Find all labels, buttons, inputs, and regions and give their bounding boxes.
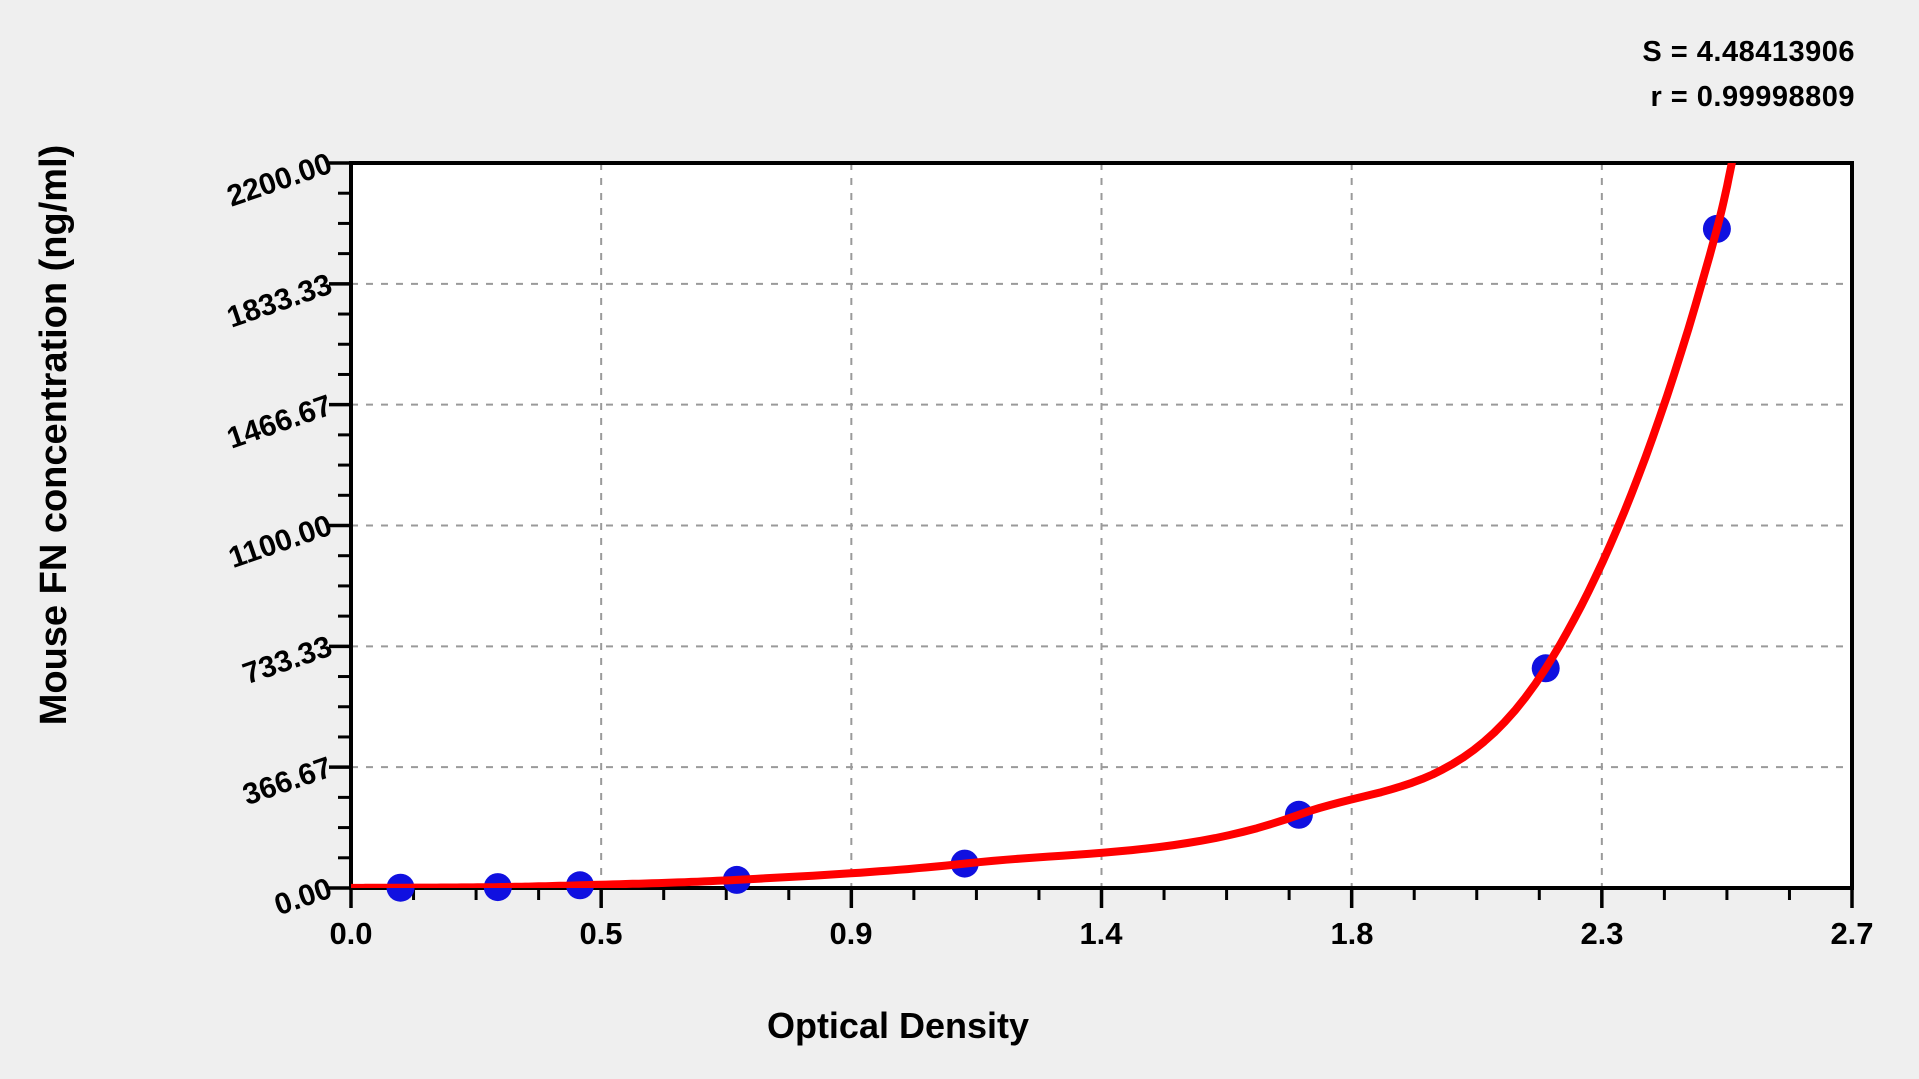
regression-curve-path bbox=[351, 163, 1736, 888]
x-tick-label-3: 1.4 bbox=[1079, 916, 1123, 951]
x-tick-label-5: 2.3 bbox=[1580, 916, 1624, 951]
fit-r-value: r = 0.99998809 bbox=[1650, 81, 1855, 113]
fit-curve bbox=[351, 163, 1736, 888]
gridlines bbox=[351, 163, 1852, 888]
x-tick-label-2: 0.9 bbox=[829, 916, 873, 951]
x-tick-label-4: 1.8 bbox=[1330, 916, 1374, 951]
fit-s-value: S = 4.48413906 bbox=[1642, 36, 1855, 68]
x-tick-label-0: 0.0 bbox=[329, 916, 373, 951]
fit-statistics: S = 4.48413906 r = 0.99998809 bbox=[1642, 30, 1855, 120]
y-axis-title: Mouse FN concentration (ng/ml) bbox=[33, 144, 75, 726]
x-tick-label-1: 0.5 bbox=[579, 916, 623, 951]
x-tick-label-6: 2.7 bbox=[1830, 916, 1874, 951]
x-axis-title: Optical Density bbox=[766, 1005, 1030, 1046]
